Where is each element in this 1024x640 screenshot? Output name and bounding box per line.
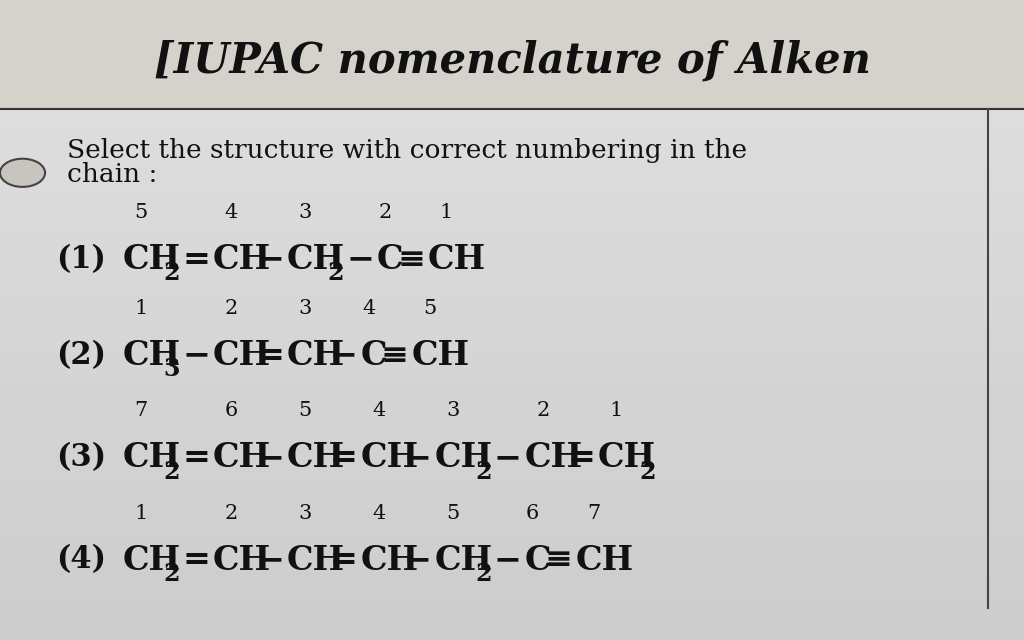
Text: 2: 2 (475, 562, 492, 586)
Text: ≡: ≡ (397, 243, 425, 276)
Text: −: − (403, 441, 431, 474)
Text: 5: 5 (424, 299, 436, 318)
Text: (2): (2) (56, 340, 106, 371)
Text: 4: 4 (373, 504, 385, 523)
Text: =: = (567, 441, 595, 474)
Text: CH: CH (287, 543, 345, 577)
Text: 2: 2 (379, 203, 392, 222)
Text: CH: CH (434, 441, 493, 474)
Text: (1): (1) (56, 244, 106, 275)
Text: −: − (346, 243, 374, 276)
Text: 2: 2 (225, 504, 238, 523)
Text: 7: 7 (588, 504, 600, 523)
Text: 7: 7 (135, 401, 147, 420)
Text: =: = (182, 441, 210, 474)
FancyBboxPatch shape (0, 0, 1024, 109)
Text: 1: 1 (134, 299, 148, 318)
Text: C: C (524, 543, 551, 577)
Text: 4: 4 (362, 299, 376, 318)
Text: CH: CH (412, 339, 470, 372)
Text: 2: 2 (164, 562, 180, 586)
Text: 6: 6 (526, 504, 540, 523)
Text: 5: 5 (299, 401, 311, 420)
Text: −: − (403, 543, 431, 577)
Text: chain :: chain : (67, 161, 157, 187)
Text: CH: CH (213, 243, 271, 276)
Text: 3: 3 (445, 401, 460, 420)
Text: CH: CH (213, 441, 271, 474)
Text: −: − (256, 441, 284, 474)
Text: C: C (377, 243, 403, 276)
Text: −: − (494, 441, 521, 474)
Text: CH: CH (428, 243, 486, 276)
Text: CH: CH (123, 339, 181, 372)
Text: 4: 4 (225, 203, 238, 222)
Text: CH: CH (360, 441, 419, 474)
Text: 2: 2 (475, 460, 492, 484)
Text: Select the structure with correct numbering in the: Select the structure with correct number… (67, 138, 746, 163)
Text: CH: CH (524, 441, 583, 474)
Text: CH: CH (434, 543, 493, 577)
Text: 5: 5 (135, 203, 147, 222)
Text: 3: 3 (298, 203, 312, 222)
Text: (3): (3) (56, 442, 106, 473)
Text: C: C (360, 339, 387, 372)
Text: 3: 3 (298, 504, 312, 523)
Text: 2: 2 (164, 460, 180, 484)
Text: 2: 2 (225, 299, 238, 318)
Text: CH: CH (287, 243, 345, 276)
Text: −: − (494, 543, 521, 577)
Text: −: − (330, 339, 357, 372)
Text: CH: CH (213, 339, 271, 372)
Text: −: − (182, 339, 210, 372)
Text: 6: 6 (225, 401, 238, 420)
Text: =: = (330, 441, 357, 474)
Text: CH: CH (575, 543, 634, 577)
Text: 2: 2 (639, 460, 655, 484)
Text: =: = (182, 243, 210, 276)
Text: CH: CH (287, 441, 345, 474)
Text: (4): (4) (56, 545, 106, 575)
Text: CH: CH (598, 441, 656, 474)
Text: 2: 2 (537, 401, 549, 420)
Text: [IUPAC nomenclature of Alken: [IUPAC nomenclature of Alken (154, 40, 870, 82)
Text: 2: 2 (164, 261, 180, 285)
Text: 1: 1 (609, 401, 624, 420)
Text: CH: CH (287, 339, 345, 372)
Text: 1: 1 (439, 203, 454, 222)
Text: 3: 3 (298, 299, 312, 318)
Text: 4: 4 (373, 401, 385, 420)
Text: CH: CH (123, 243, 181, 276)
Text: 5: 5 (446, 504, 459, 523)
Circle shape (0, 159, 45, 187)
Text: CH: CH (123, 441, 181, 474)
Text: =: = (256, 339, 284, 372)
Text: CH: CH (213, 543, 271, 577)
Text: ≡: ≡ (545, 543, 572, 577)
Text: =: = (182, 543, 210, 577)
Text: −: − (256, 243, 284, 276)
Text: 2: 2 (328, 261, 344, 285)
Text: ≡: ≡ (381, 339, 409, 372)
Text: −: − (256, 543, 284, 577)
Text: CH: CH (123, 543, 181, 577)
Text: 3: 3 (164, 357, 180, 381)
Text: 1: 1 (134, 504, 148, 523)
Text: =: = (330, 543, 357, 577)
Text: CH: CH (360, 543, 419, 577)
